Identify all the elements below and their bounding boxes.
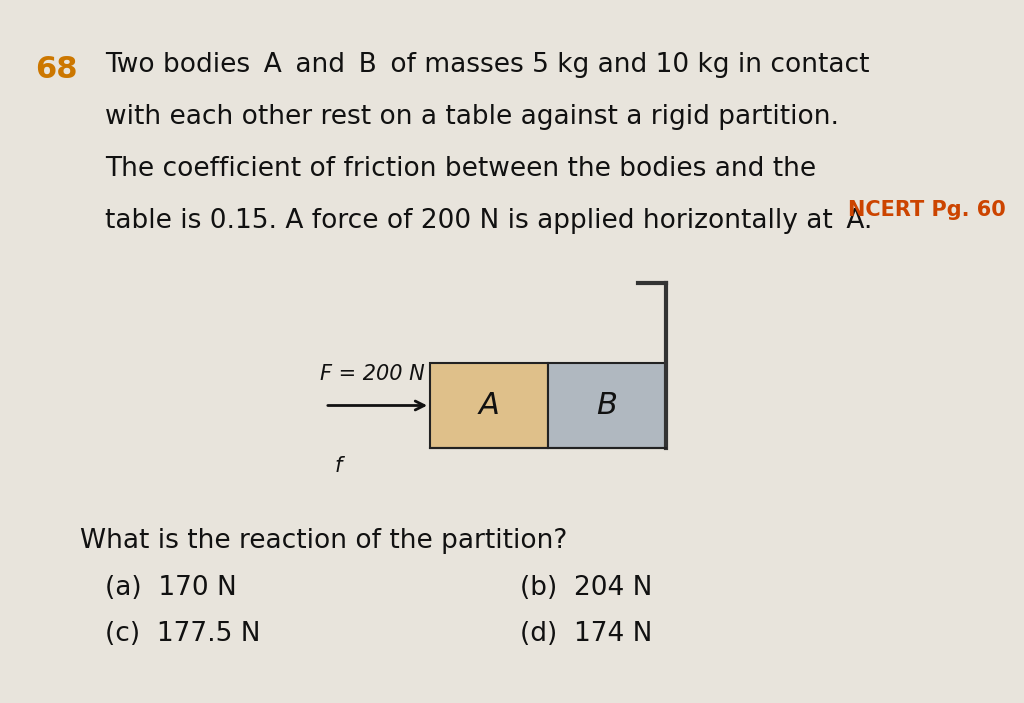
Text: B: B <box>597 391 617 420</box>
Text: (b)  204 N: (b) 204 N <box>520 575 652 601</box>
Text: (c)  177.5 N: (c) 177.5 N <box>105 621 260 647</box>
Text: 68: 68 <box>35 55 78 84</box>
Bar <box>548 363 666 448</box>
Text: table is 0.15. A force of 200 N is applied horizontally at  A.: table is 0.15. A force of 200 N is appli… <box>105 208 872 234</box>
Text: f: f <box>335 456 342 476</box>
Text: The coefficient of friction between the bodies and the: The coefficient of friction between the … <box>105 156 816 182</box>
Text: with each other rest on a table against a rigid partition.: with each other rest on a table against … <box>105 104 839 130</box>
Text: What is the reaction of the partition?: What is the reaction of the partition? <box>80 528 567 554</box>
Text: (a)  170 N: (a) 170 N <box>105 575 237 601</box>
Bar <box>430 363 548 448</box>
Text: Two bodies  A  and  B  of masses 5 kg and 10 kg in contact: Two bodies A and B of masses 5 kg and 10… <box>105 52 869 78</box>
Text: A: A <box>478 391 500 420</box>
Text: (d)  174 N: (d) 174 N <box>520 621 652 647</box>
Text: F = 200 N: F = 200 N <box>319 363 425 384</box>
Text: NCERT Pg. 60: NCERT Pg. 60 <box>848 200 1006 220</box>
